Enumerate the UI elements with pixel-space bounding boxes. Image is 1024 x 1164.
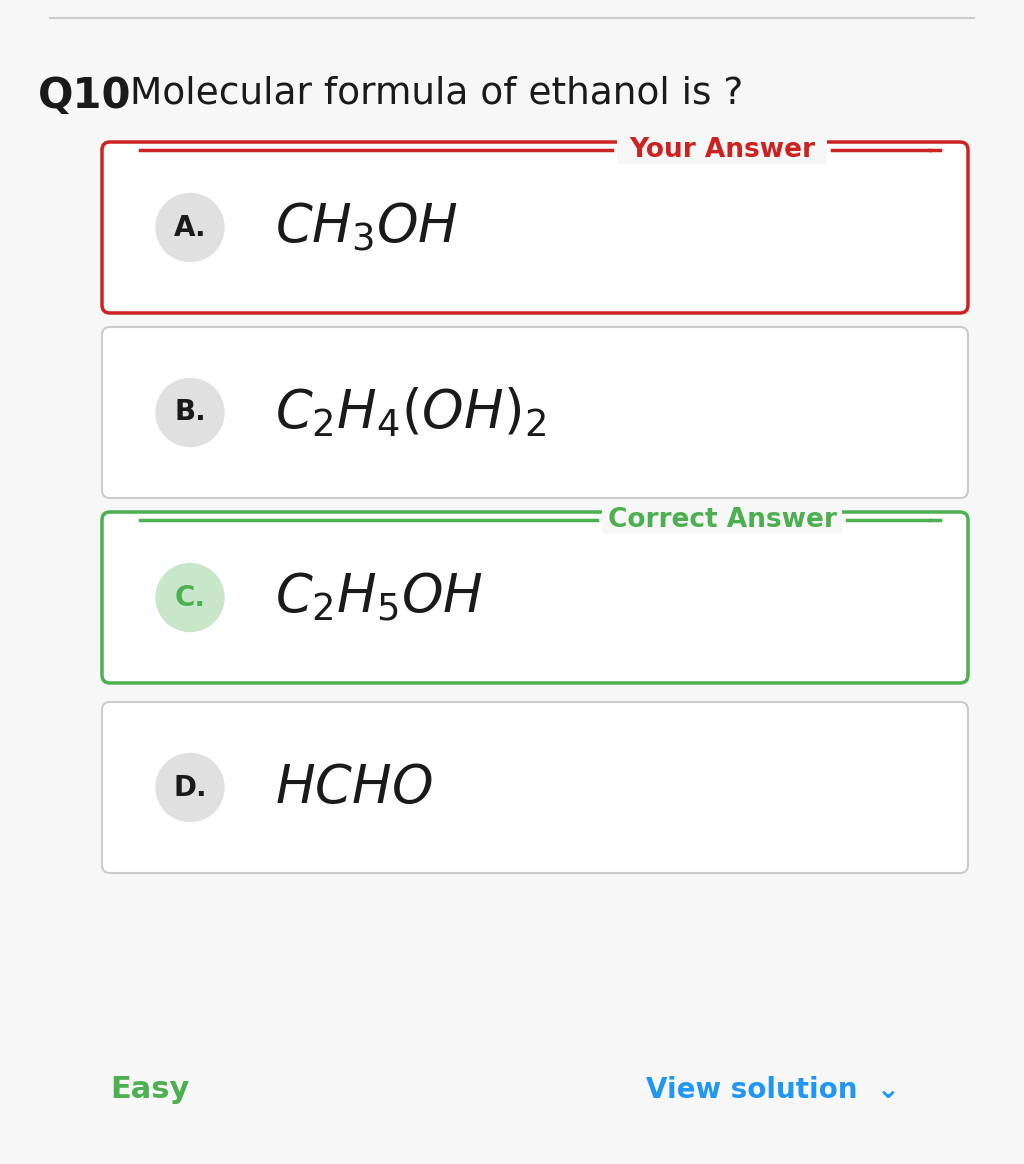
- FancyBboxPatch shape: [617, 136, 827, 164]
- FancyBboxPatch shape: [102, 702, 968, 873]
- Text: $\mathit{C_2H_5OH}$: $\mathit{C_2H_5OH}$: [275, 572, 483, 624]
- Text: A.: A.: [174, 213, 206, 241]
- Circle shape: [156, 563, 224, 632]
- Text: View solution  ⌄: View solution ⌄: [646, 1076, 900, 1103]
- Text: $\mathit{C_2H_4(OH)_2}$: $\mathit{C_2H_4(OH)_2}$: [275, 385, 546, 439]
- FancyBboxPatch shape: [102, 142, 968, 313]
- FancyBboxPatch shape: [602, 506, 842, 534]
- Text: D.: D.: [173, 774, 207, 802]
- Text: Easy: Easy: [110, 1076, 189, 1105]
- Text: Q10: Q10: [38, 74, 131, 118]
- FancyBboxPatch shape: [102, 512, 968, 683]
- Text: Molecular formula of ethanol is ?: Molecular formula of ethanol is ?: [130, 74, 743, 111]
- Text: Your Answer: Your Answer: [629, 137, 815, 163]
- Circle shape: [156, 193, 224, 262]
- FancyBboxPatch shape: [102, 327, 968, 498]
- Text: Correct Answer: Correct Answer: [607, 508, 837, 533]
- Circle shape: [156, 378, 224, 447]
- Text: $\mathit{CH_3OH}$: $\mathit{CH_3OH}$: [275, 201, 458, 254]
- Text: $\mathit{HCHO}$: $\mathit{HCHO}$: [275, 761, 432, 814]
- Text: C.: C.: [174, 583, 206, 611]
- Text: B.: B.: [174, 398, 206, 426]
- Circle shape: [156, 753, 224, 822]
